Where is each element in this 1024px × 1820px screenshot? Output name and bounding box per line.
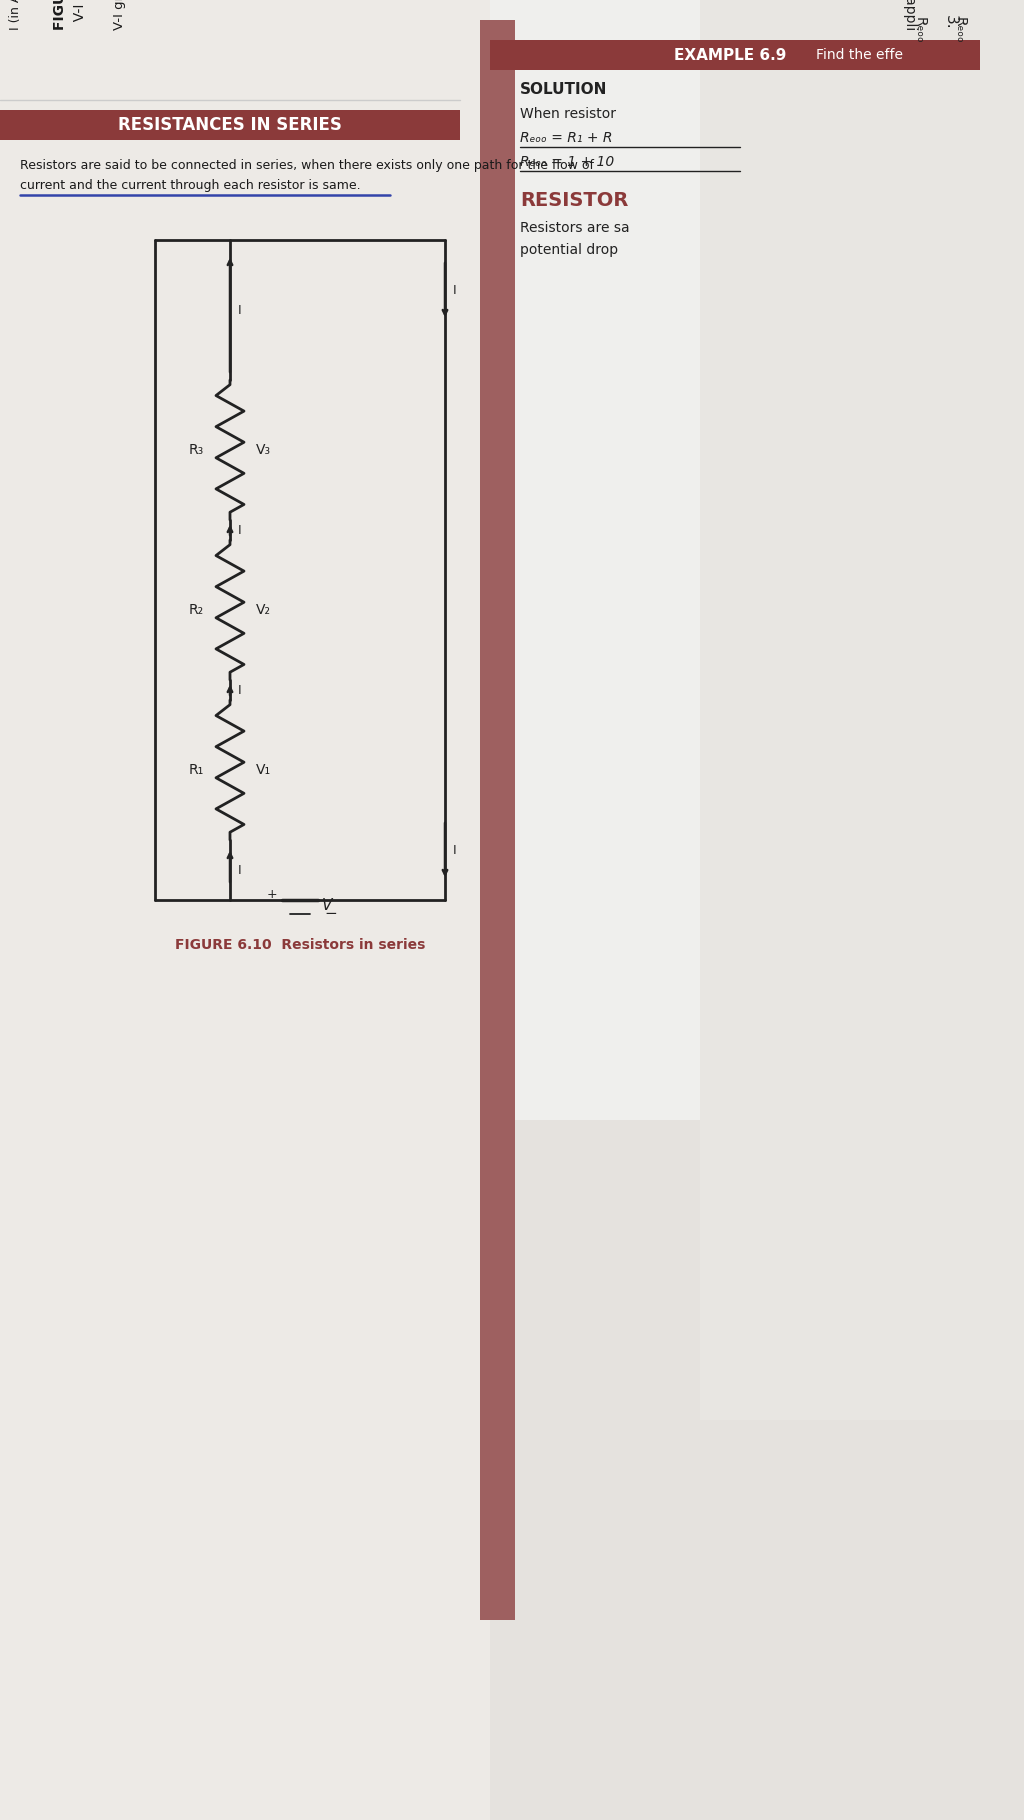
Text: FIGURE 6.10  Resistors in series: FIGURE 6.10 Resistors in series: [175, 937, 425, 952]
Text: I: I: [453, 843, 457, 857]
Text: Rₑₒₒ = R₁ + R: Rₑₒₒ = R₁ + R: [520, 131, 612, 146]
Text: Rₑₒₒ: Rₑₒₒ: [913, 16, 927, 44]
Text: RESISTOR: RESISTOR: [520, 191, 629, 209]
Text: Find the effe: Find the effe: [816, 47, 903, 62]
Text: I: I: [238, 304, 242, 317]
Bar: [490, 40, 980, 69]
Text: I (in Amp): I (in Amp): [8, 0, 22, 29]
Text: V₂: V₂: [256, 602, 271, 617]
Text: R₂: R₂: [188, 602, 204, 617]
Text: R₃: R₃: [188, 442, 204, 457]
Text: Rₑₒₒ: Rₑₒₒ: [953, 16, 967, 44]
Bar: [700, 0, 1024, 1420]
Text: I: I: [238, 524, 242, 537]
Text: V-I graph for non-ohmic conductors is not linear. (not a straight line): V-I graph for non-ohmic conductors is no…: [114, 0, 127, 29]
Text: I: I: [238, 684, 242, 697]
Text: R₁: R₁: [188, 763, 204, 777]
Text: V₃: V₃: [256, 442, 271, 457]
Text: Rₑₒₒ = 1 + 10: Rₑₒₒ = 1 + 10: [520, 155, 614, 169]
Text: FIGURE 6.9: FIGURE 6.9: [53, 0, 67, 29]
Bar: [490, 0, 1024, 1119]
Text: Resistors are sa: Resistors are sa: [520, 220, 630, 235]
Text: RESISTANCES IN SERIES: RESISTANCES IN SERIES: [118, 116, 342, 135]
Text: V: V: [322, 897, 333, 912]
Text: potential drop: potential drop: [520, 244, 618, 257]
Text: 3.: 3.: [942, 15, 957, 29]
Text: I: I: [238, 863, 242, 877]
Text: +: +: [266, 888, 278, 901]
Text: EXAMPLE 6.9: EXAMPLE 6.9: [674, 47, 786, 62]
Text: The appli: The appli: [903, 0, 918, 29]
Bar: [0, 0, 490, 1820]
Text: V-I graph for Ohmic & Non-Ohmic conductors: V-I graph for Ohmic & Non-Ohmic conducto…: [73, 0, 87, 29]
Text: V₁: V₁: [256, 763, 271, 777]
Bar: [490, 1119, 1024, 1820]
Text: Resistors are said to be connected in series, when there exists only one path fo: Resistors are said to be connected in se…: [20, 158, 594, 171]
Bar: [480, 20, 515, 1620]
Text: SOLUTION: SOLUTION: [520, 82, 607, 98]
Text: current and the current through each resistor is same.: current and the current through each res…: [20, 178, 360, 191]
Bar: [0, 109, 460, 140]
Text: I: I: [453, 284, 457, 297]
Text: −: −: [324, 906, 337, 921]
Text: When resistor: When resistor: [520, 107, 616, 120]
